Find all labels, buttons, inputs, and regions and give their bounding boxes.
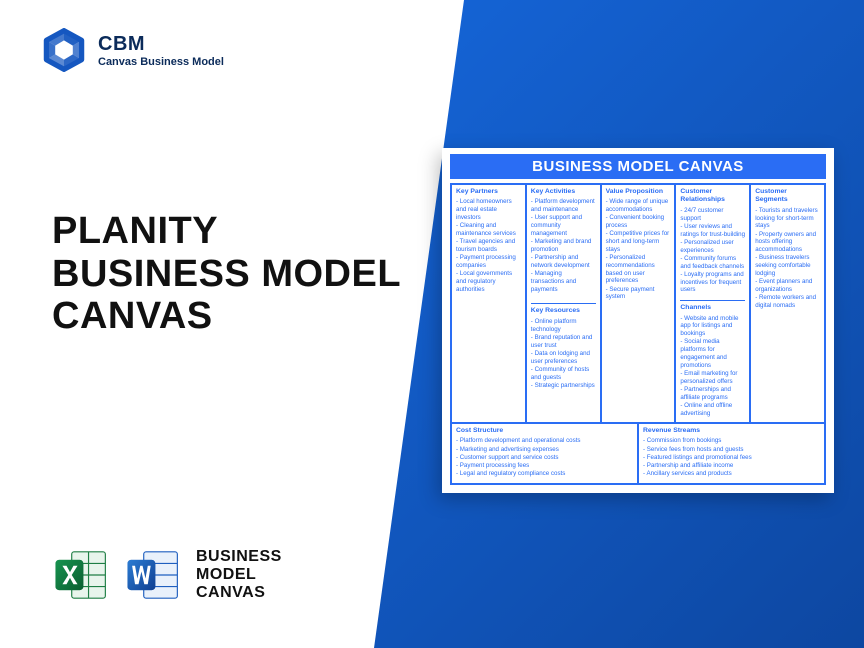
- list-item: Data on lodging and user preferences: [531, 350, 596, 366]
- list-item: Loyalty programs and incentives for freq…: [680, 271, 745, 294]
- label-revenue-streams: Revenue Streams: [643, 427, 820, 435]
- list-revenue-streams: Commission from bookingsService fees fro…: [643, 437, 820, 478]
- list-item: Community of hosts and guests: [531, 366, 596, 382]
- cell-customer-relationships: Customer Relationships 24/7 customer sup…: [675, 184, 750, 423]
- cell-key-activities: Key Activities Platform development and …: [526, 184, 601, 423]
- list-item: Payment processing fees: [456, 462, 633, 470]
- footer-line-1: BUSINESS: [196, 548, 282, 566]
- label-customer-relationships: Customer Relationships: [680, 188, 745, 205]
- list-item: Customer support and service costs: [456, 454, 633, 462]
- label-cost-structure: Cost Structure: [456, 427, 633, 435]
- list-item: Local homeowners and real estate investo…: [456, 198, 521, 221]
- list-item: Managing transactions and payments: [531, 270, 596, 293]
- list-item: Legal and regulatory compliance costs: [456, 470, 633, 478]
- list-item: Commission from bookings: [643, 437, 820, 445]
- brand-logo: CBM Canvas Business Model: [42, 28, 224, 72]
- list-item: Brand reputation and user trust: [531, 334, 596, 350]
- list-cost-structure: Platform development and operational cos…: [456, 437, 633, 478]
- title-line-3: CANVAS: [52, 295, 401, 338]
- list-customer-segments: Tourists and travelers looking for short…: [755, 207, 820, 310]
- list-item: Convenient booking process: [606, 214, 671, 230]
- list-item: Property owners and hosts offering accom…: [755, 231, 820, 254]
- cell-cost-structure: Cost Structure Platform development and …: [451, 423, 638, 484]
- logo-subtitle: Canvas Business Model: [98, 56, 224, 68]
- list-item: Personalized user experiences: [680, 239, 745, 255]
- canvas-preview: BUSINESS MODEL CANVAS Key Partners Local…: [442, 148, 834, 493]
- excel-icon: [52, 546, 110, 604]
- label-customer-segments: Customer Segments: [755, 188, 820, 205]
- list-item: Payment processing companies: [456, 254, 521, 270]
- list-item: User support and community management: [531, 214, 596, 237]
- list-item: Partnership and network development: [531, 254, 596, 270]
- title-line-1: PLANITY: [52, 210, 401, 253]
- list-key-activities: Platform development and maintenanceUser…: [531, 198, 596, 293]
- cell-customer-segments: Customer Segments Tourists and travelers…: [750, 184, 825, 423]
- list-item: Strategic partnerships: [531, 382, 596, 390]
- list-item: Secure payment system: [606, 286, 671, 302]
- list-item: Remote workers and digital nomads: [755, 294, 820, 310]
- list-item: Event planners and organizations: [755, 278, 820, 294]
- label-channels: Channels: [680, 304, 745, 312]
- footer-line-3: CANVAS: [196, 584, 282, 602]
- list-item: Online platform technology: [531, 318, 596, 334]
- cell-key-partners: Key Partners Local homeowners and real e…: [451, 184, 526, 423]
- list-item: Email marketing for personalized offers: [680, 370, 745, 386]
- list-value-proposition: Wide range of unique accommodationsConve…: [606, 198, 671, 301]
- list-item: Local governments and regulatory authori…: [456, 270, 521, 293]
- list-item: Wide range of unique accommodations: [606, 198, 671, 214]
- list-item: Tourists and travelers looking for short…: [755, 207, 820, 230]
- list-item: Ancillary services and products: [643, 470, 820, 478]
- label-key-resources: Key Resources: [531, 307, 596, 315]
- page-title: PLANITY BUSINESS MODEL CANVAS: [52, 210, 401, 338]
- list-item: Competitive prices for short and long-te…: [606, 230, 671, 253]
- list-item: 24/7 customer support: [680, 207, 745, 223]
- list-item: Personalized recommendations based on us…: [606, 254, 671, 285]
- hexagon-logo-icon: [42, 28, 86, 72]
- list-item: Community forums and feedback channels: [680, 255, 745, 271]
- word-icon: [124, 546, 182, 604]
- footer-line-2: MODEL: [196, 566, 282, 584]
- list-item: Social media platforms for engagement an…: [680, 338, 745, 369]
- list-item: Platform development and operational cos…: [456, 437, 633, 445]
- list-item: Website and mobile app for listings and …: [680, 315, 745, 338]
- list-item: Featured listings and promotional fees: [643, 454, 820, 462]
- list-key-partners: Local homeowners and real estate investo…: [456, 198, 521, 293]
- list-channels: Website and mobile app for listings and …: [680, 315, 745, 418]
- label-value-proposition: Value Proposition: [606, 188, 671, 196]
- cell-revenue-streams: Revenue Streams Commission from bookings…: [638, 423, 825, 484]
- list-key-resources: Online platform technologyBrand reputati…: [531, 318, 596, 390]
- list-item: Online and offline advertising: [680, 402, 745, 418]
- list-item: Cleaning and maintenance services: [456, 222, 521, 238]
- list-customer-relationships: 24/7 customer supportUser reviews and ra…: [680, 207, 745, 294]
- list-item: Travel agencies and tourism boards: [456, 238, 521, 254]
- canvas-title: BUSINESS MODEL CANVAS: [450, 154, 826, 179]
- list-item: Business travelers seeking comfortable l…: [755, 254, 820, 277]
- list-item: Marketing and brand promotion: [531, 238, 596, 254]
- canvas-grid: Key Partners Local homeowners and real e…: [450, 183, 826, 485]
- cell-value-proposition: Value Proposition Wide range of unique a…: [601, 184, 676, 423]
- footer-apps: BUSINESS MODEL CANVAS: [52, 546, 282, 604]
- list-item: User reviews and ratings for trust-build…: [680, 223, 745, 239]
- list-item: Platform development and maintenance: [531, 198, 596, 214]
- list-item: Partnerships and affiliate programs: [680, 386, 745, 402]
- label-key-activities: Key Activities: [531, 188, 596, 196]
- list-item: Service fees from hosts and guests: [643, 446, 820, 454]
- list-item: Marketing and advertising expenses: [456, 446, 633, 454]
- list-item: Partnership and affiliate income: [643, 462, 820, 470]
- title-line-2: BUSINESS MODEL: [52, 253, 401, 296]
- label-key-partners: Key Partners: [456, 188, 521, 196]
- logo-abbrev: CBM: [98, 33, 224, 56]
